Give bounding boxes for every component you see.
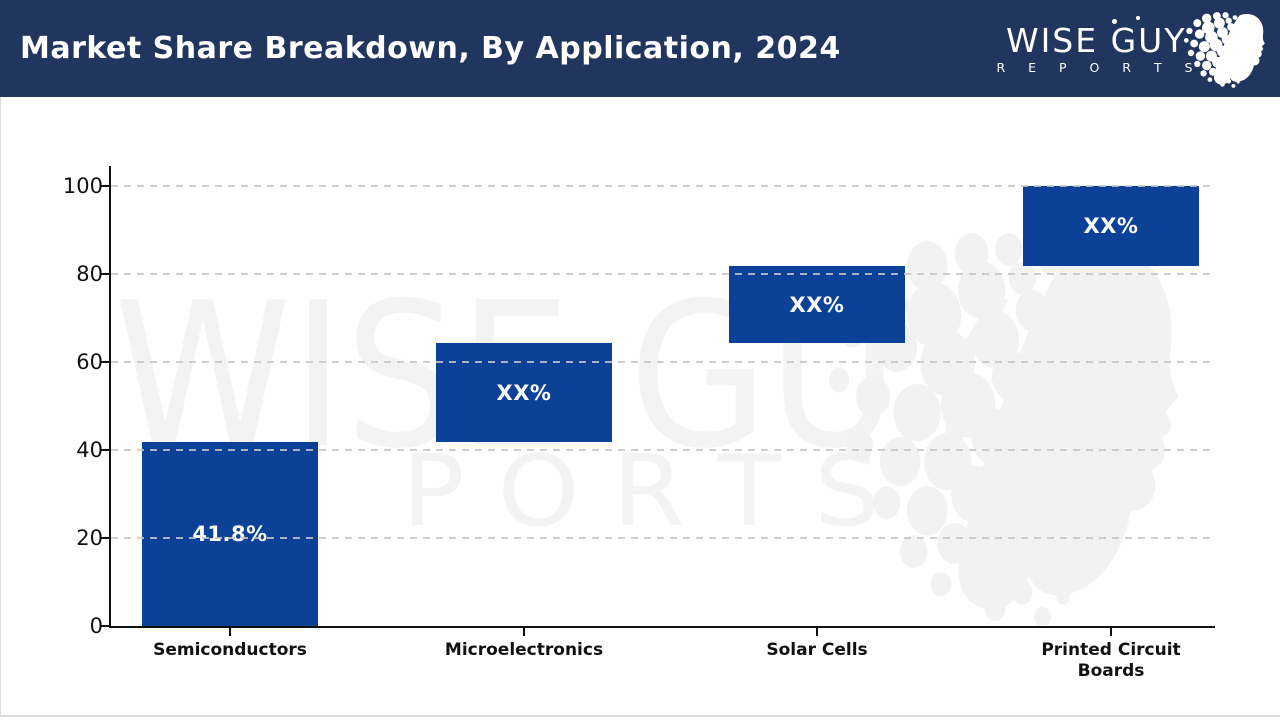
gridline-60 [111,361,1214,363]
y-axis-tick-label: 100 [62,174,103,198]
header-banner: Market Share Breakdown, By Application, … [0,0,1280,97]
logo-accent-dot-icon [1112,19,1118,24]
y-axis-tick-mark [101,361,109,363]
y-axis-tick-label: 80 [76,262,103,286]
wiseguy-logo: WISE GUY R E P O R T S [990,4,1268,94]
category-label: Semiconductors [153,640,307,660]
logo-accent-dot-icon [1136,16,1141,20]
y-axis-tick-mark [101,625,109,627]
y-axis-tick-mark [101,449,109,451]
y-axis-tick-mark [101,537,109,539]
page-left-border [0,97,1,717]
x-axis-tick-mark [523,628,525,636]
bar-value-label: XX% [496,380,552,405]
page-bottom-border [0,715,1280,717]
x-axis-tick-mark [1110,628,1112,636]
category-label: Printed Circuit Boards [1041,640,1181,681]
bar-value-label: XX% [1083,214,1139,239]
y-axis-tick-label: 20 [76,526,103,550]
chart-title: Market Share Breakdown, By Application, … [20,31,841,66]
x-axis-tick-mark [816,628,818,636]
bar-segment: XX% [1023,186,1199,267]
bar-value-label: XX% [789,292,845,317]
y-axis-tick-mark [101,185,109,187]
bar-value-label: 41.8% [192,522,268,547]
gridline-80 [111,273,1214,275]
category-label: Microelectronics [444,640,604,660]
bar-segment: XX% [436,343,612,443]
gridline-40 [111,449,1214,451]
watermark-line2: P O R T S [402,435,880,549]
y-axis-tick-label: 60 [76,350,103,374]
logo-brand-text: WISE GUY [1005,21,1187,60]
chart-plot-area: 0 20 40 60 80 100 41.8% Semiconductors XX% Microe… [0,97,1280,720]
y-axis-tick-mark [101,273,109,275]
gridline-20 [111,537,1214,539]
y-axis-tick-label: 0 [89,614,103,638]
gridline-100 [111,185,1214,187]
logo-sub-text: R E P O R T S [996,60,1202,75]
x-axis-line [109,626,1215,628]
category-label: Solar Cells [766,640,868,660]
bar-segment: 41.8% [142,442,318,626]
y-axis-tick-label: 40 [76,438,103,462]
x-axis-tick-mark [229,628,231,636]
bar-segment: XX% [729,266,905,344]
dotted-head-icon [1183,12,1265,88]
y-axis-line [109,166,111,626]
logo-text-block: WISE GUY R E P O R T S [990,16,1202,75]
